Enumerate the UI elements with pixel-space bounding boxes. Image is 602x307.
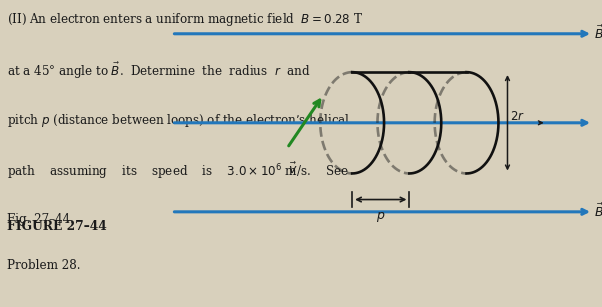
Text: Fig. 27–44.: Fig. 27–44. (7, 213, 74, 226)
Text: Problem 28.: Problem 28. (7, 259, 81, 272)
Text: FIGURE 27–44: FIGURE 27–44 (7, 220, 107, 232)
Text: pitch $p$ (distance between loops) of the electron’s helical: pitch $p$ (distance between loops) of th… (7, 112, 350, 129)
Text: $\vec{B}$: $\vec{B}$ (594, 203, 602, 220)
Text: $\vec{B}$: $\vec{B}$ (594, 25, 602, 42)
Text: $\vec{v}$: $\vec{v}$ (288, 162, 298, 177)
Text: $2r$: $2r$ (510, 110, 526, 123)
Text: $p$: $p$ (376, 210, 385, 224)
Text: path    assuming    its    speed    is    $3.0 \times 10^6$ m/s.    See: path assuming its speed is $3.0 \times 1… (7, 163, 349, 182)
Text: at a 45° angle to $\vec{B}$.  Determine  the  radius  $r$  and: at a 45° angle to $\vec{B}$. Determine t… (7, 61, 311, 81)
Text: (II) An electron enters a uniform magnetic field  $B = 0.28$ T: (II) An electron enters a uniform magnet… (7, 11, 364, 28)
